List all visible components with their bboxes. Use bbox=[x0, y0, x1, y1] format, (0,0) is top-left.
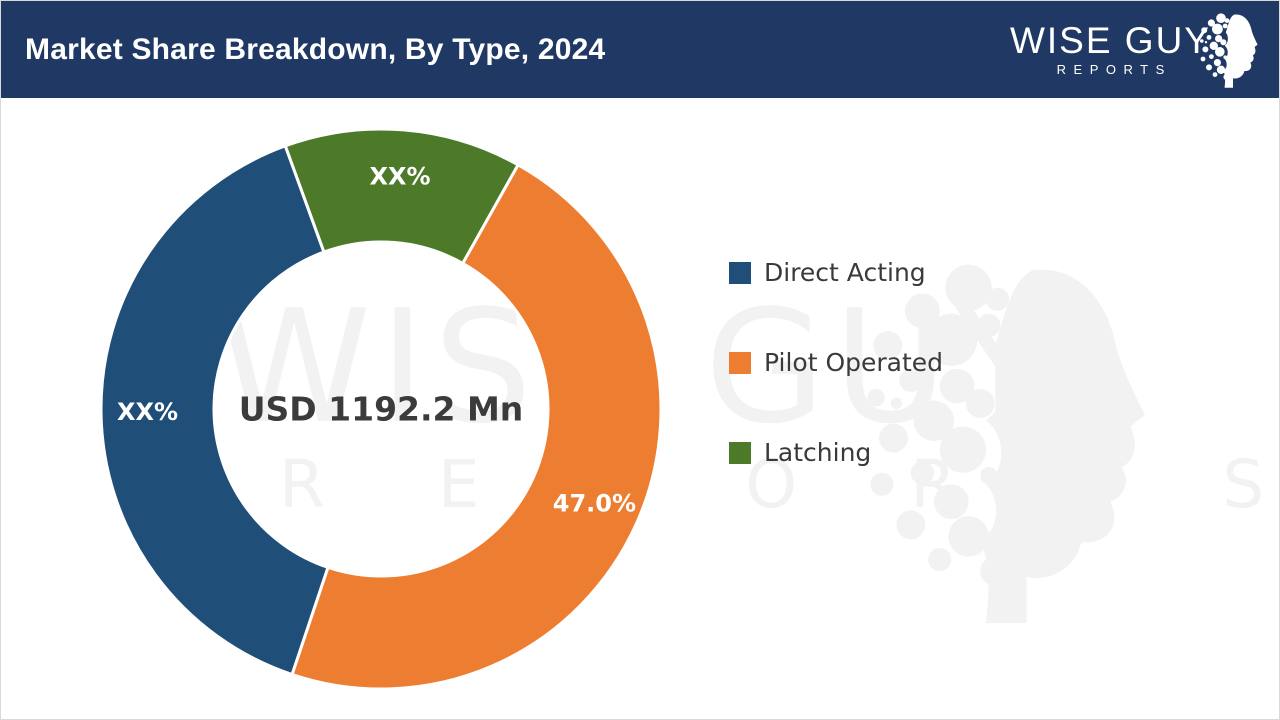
wiseguy-logo: WISE GUY REPORTS bbox=[1010, 11, 1263, 89]
donut-segment-direct-acting bbox=[99, 144, 330, 676]
face-profile-dots-icon bbox=[1197, 11, 1263, 89]
logo-text-wiseguy: WISE GUY bbox=[1009, 19, 1211, 61]
chart-legend: Direct Acting Pilot Operated Latching bbox=[729, 259, 943, 467]
page-title: Market Share Breakdown, By Type, 2024 bbox=[25, 32, 606, 66]
chart-area: WISE GUY R E P O R T S XX% 47.0% XX% USD 1… bbox=[1, 98, 1279, 719]
logo-wordmark: WISE GUY REPORTS bbox=[1009, 19, 1211, 78]
segment-label-pilot-operated: 47.0% bbox=[553, 490, 636, 518]
legend-label: Latching bbox=[764, 438, 872, 467]
legend-item-pilot-operated: Pilot Operated bbox=[729, 349, 943, 377]
segment-label-latching: XX% bbox=[369, 162, 430, 190]
legend-item-direct-acting: Direct Acting bbox=[729, 259, 943, 287]
header-bar: Market Share Breakdown, By Type, 2024 WI… bbox=[1, 1, 1279, 98]
legend-item-latching: Latching bbox=[729, 439, 943, 467]
donut-chart: XX% 47.0% XX% bbox=[99, 127, 663, 691]
legend-label: Pilot Operated bbox=[764, 348, 944, 377]
donut-center-value: USD 1192.2 Mn bbox=[238, 389, 524, 429]
logo-text-reports: REPORTS bbox=[1056, 62, 1172, 78]
legend-swatch bbox=[729, 262, 751, 284]
legend-swatch bbox=[729, 442, 751, 464]
donut-segment-pilot-operated bbox=[290, 163, 663, 691]
segment-label-direct-acting: XX% bbox=[117, 398, 178, 426]
legend-swatch bbox=[729, 352, 751, 374]
legend-label: Direct Acting bbox=[764, 258, 926, 287]
